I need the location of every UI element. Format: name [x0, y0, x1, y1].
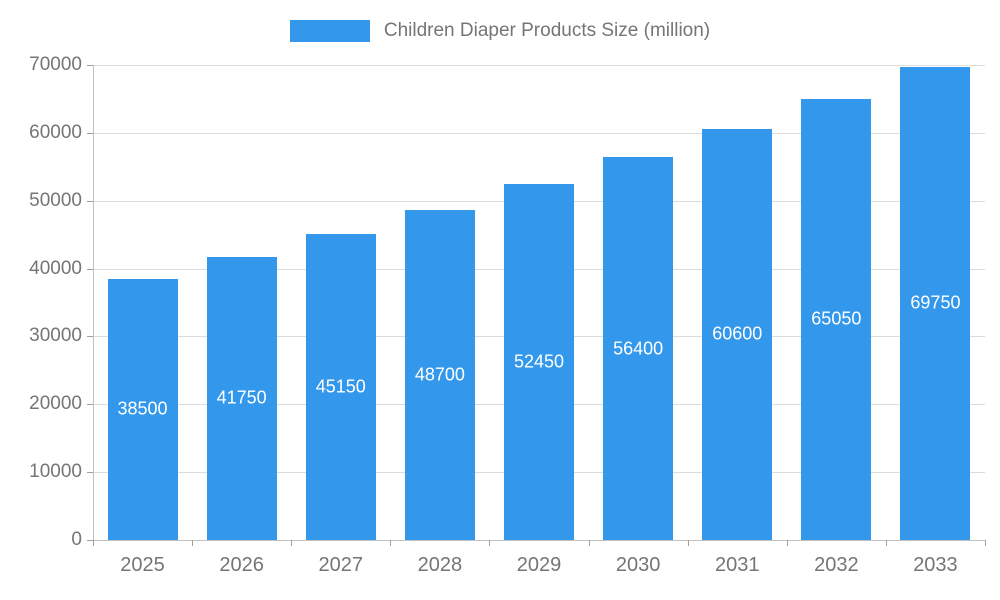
x-tick-mark — [885, 540, 887, 546]
gridline — [93, 132, 985, 134]
x-tick-label: 2031 — [714, 554, 760, 576]
bar-value-label: 38500 — [117, 398, 168, 419]
x-tick-label: 2029 — [516, 554, 562, 576]
y-tick-mark — [87, 132, 93, 134]
bar-value-label: 65050 — [811, 308, 862, 329]
y-tick-label: 10000 — [29, 461, 82, 483]
bar-value-label: 52450 — [513, 351, 565, 372]
y-tick-label: 30000 — [29, 325, 82, 347]
bar[interactable] — [305, 233, 376, 540]
y-tick-label: 50000 — [29, 189, 82, 211]
x-tick-label: 2025 — [120, 554, 165, 576]
y-tick-mark — [87, 472, 93, 474]
y-tick-label: 70000 — [29, 54, 82, 75]
x-tick-label: 2033 — [913, 554, 958, 576]
legend-swatch — [289, 20, 370, 42]
bar[interactable] — [107, 278, 178, 540]
y-tick-label: 40000 — [29, 257, 82, 279]
x-tick-mark — [489, 540, 491, 546]
y-axis-line — [93, 65, 94, 540]
bar[interactable] — [504, 184, 574, 540]
bar-value-label: 69750 — [910, 292, 961, 313]
x-tick-mark — [390, 540, 392, 546]
bar-value-label: 45150 — [315, 376, 366, 397]
bar-value-label: 56400 — [613, 338, 664, 359]
x-tick-label: 2026 — [219, 554, 264, 576]
gridline — [93, 540, 985, 541]
x-tick-mark — [192, 540, 194, 546]
bar[interactable] — [801, 98, 872, 540]
bar[interactable] — [900, 66, 971, 540]
x-tick-mark — [588, 540, 590, 546]
y-tick-label: 60000 — [29, 121, 82, 143]
bar-value-label: 41750 — [216, 387, 267, 408]
y-tick-mark — [87, 268, 93, 270]
bar[interactable] — [404, 209, 475, 540]
x-tick-label: 2028 — [417, 554, 463, 576]
y-tick-mark — [87, 404, 93, 406]
y-tick-mark — [87, 200, 93, 202]
bar[interactable] — [702, 128, 773, 540]
x-tick-mark — [291, 540, 293, 546]
legend-label: Children Diaper Products Size (million) — [383, 20, 711, 41]
x-tick-mark — [985, 540, 986, 546]
gridline — [93, 65, 985, 66]
y-tick-mark — [87, 540, 93, 541]
bar[interactable] — [603, 157, 674, 540]
bar-value-label: 60600 — [712, 323, 763, 344]
y-tick-mark — [87, 336, 93, 338]
x-tick-label: 2027 — [318, 554, 364, 576]
y-tick-mark — [87, 65, 93, 66]
x-tick-mark — [93, 540, 94, 546]
chart-legend: Children Diaper Products Size (million) — [0, 20, 1000, 42]
x-tick-mark — [687, 540, 689, 546]
x-tick-mark — [786, 540, 788, 546]
bar-value-label: 48700 — [414, 364, 465, 385]
x-tick-label: 2030 — [615, 554, 661, 576]
bar[interactable] — [206, 256, 277, 540]
y-tick-label: 20000 — [29, 393, 82, 415]
x-tick-label: 2032 — [814, 554, 859, 576]
y-tick-label: 0 — [71, 529, 82, 550]
